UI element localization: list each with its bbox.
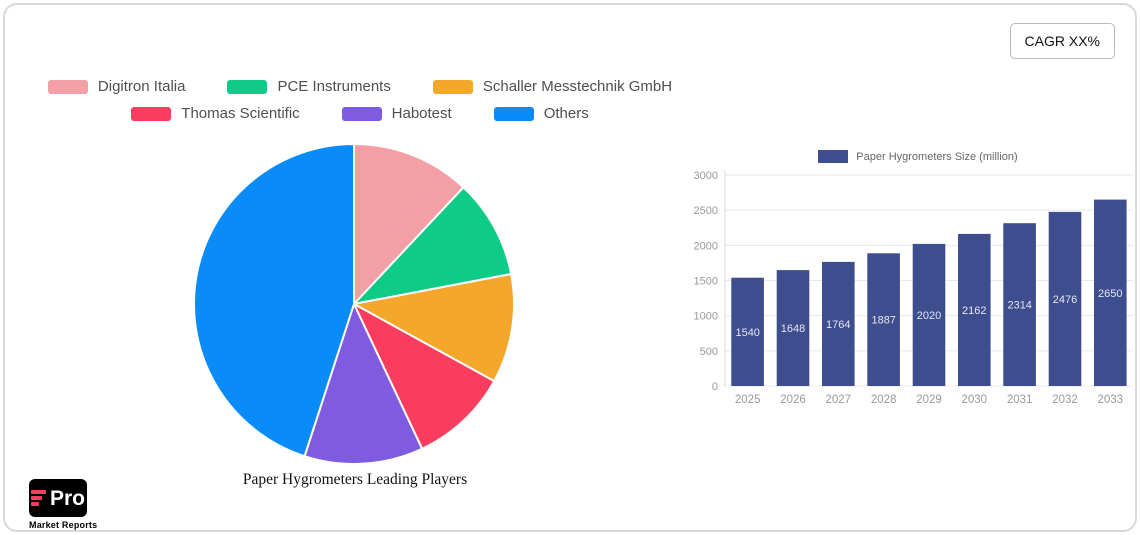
- logo-text: Pro: [49, 486, 85, 510]
- bar-2031: [1003, 223, 1036, 386]
- bar-value-label: 2020: [917, 310, 941, 322]
- pie-chart: [193, 143, 516, 465]
- legend-swatch: [432, 79, 473, 94]
- bar-value-label: 2476: [1053, 294, 1077, 306]
- y-tick-label: 500: [700, 346, 718, 358]
- pro-market-reports-logo: Pro Market Reports: [29, 479, 97, 530]
- logo-stripes-icon: [30, 490, 46, 506]
- legend-item-digitron-italia: Digitron Italia: [47, 78, 186, 95]
- x-tick-label: 2033: [1098, 394, 1124, 406]
- y-tick-label: 2000: [694, 240, 718, 252]
- x-tick-label: 2030: [962, 394, 988, 406]
- bar-2026: [776, 270, 810, 386]
- bar-value-label: 2314: [1007, 300, 1031, 312]
- x-tick-label: 2025: [735, 394, 761, 406]
- bar-value-label: 1540: [735, 327, 759, 339]
- bar-2030: [958, 233, 991, 386]
- y-tick-label: 1500: [694, 276, 718, 288]
- x-tick-label: 2031: [1007, 394, 1033, 406]
- logo-box: Pro: [29, 479, 87, 517]
- bar-legend-swatch: [818, 150, 849, 163]
- bar-chart-wrap: 0 500 1000 1500 2000 2500 3000 1540 2025 1648 2026…: [691, 165, 1135, 413]
- pie-chart-title: Paper Hygrometers Leading Players: [242, 471, 468, 488]
- legend-item-schaller-messtechnik-gmbh: Schaller Messtechnik GmbH: [432, 78, 673, 95]
- cagr-badge: CAGR XX%: [1009, 23, 1115, 59]
- bar-2025: [731, 277, 764, 386]
- bar-chart-legend: Paper Hygrometers Size (million): [693, 150, 1135, 163]
- legend-swatch: [227, 79, 268, 94]
- y-tick-label: 1000: [694, 311, 718, 323]
- bar-2029: [912, 243, 946, 386]
- report-card: CAGR XX% Digitron Italia PCE Instruments S…: [3, 3, 1137, 532]
- y-tick-label: 3000: [694, 170, 718, 182]
- pie-slice-pce-instruments: [353, 186, 513, 305]
- legend-label: Habotest: [391, 105, 452, 122]
- legend-item-others: Others: [493, 105, 589, 122]
- pie-slice-digitron-italia: [353, 143, 465, 305]
- bar-2033: [1094, 199, 1127, 386]
- bar-value-label: 1764: [826, 319, 850, 331]
- bar-2032: [1048, 211, 1082, 386]
- legend-label: Schaller Messtechnik GmbH: [482, 78, 673, 95]
- pie-legend-row: Digitron Italia PCE Instruments Schaller M…: [15, 78, 705, 95]
- bar-2028: [867, 253, 900, 386]
- bar-value-label: 2162: [962, 305, 986, 317]
- x-tick-label: 2026: [780, 394, 806, 406]
- legend-swatch: [131, 106, 172, 121]
- y-tick-label: 0: [712, 381, 718, 393]
- pie-slice-habotest: [303, 303, 424, 465]
- bar-legend-label: Paper Hygrometers Size (million): [856, 150, 1018, 163]
- pie-legend: Digitron Italia PCE Instruments Schaller M…: [15, 78, 705, 132]
- bar-value-label: 1887: [871, 315, 895, 327]
- bar-value-label: 2650: [1098, 288, 1122, 300]
- bar-2027: [822, 261, 855, 386]
- logo-subtitle: Market Reports: [29, 520, 98, 530]
- pie-chart-wrap: [188, 138, 520, 470]
- pie-slice-others: [193, 143, 355, 458]
- legend-label: PCE Instruments: [277, 78, 391, 95]
- legend-label: Thomas Scientific: [181, 105, 300, 122]
- legend-swatch: [493, 106, 534, 121]
- bar-value-label: 1648: [781, 323, 805, 335]
- pie-legend-row: Thomas Scientific Habotest Others: [15, 105, 705, 122]
- bar-chart: 0 500 1000 1500 2000 2500 3000 1540 2025 1648 2026…: [694, 170, 1133, 406]
- legend-item-habotest: Habotest: [341, 105, 452, 122]
- x-tick-label: 2029: [916, 394, 942, 406]
- legend-item-pce-instruments: PCE Instruments: [227, 78, 391, 95]
- x-tick-label: 2032: [1052, 394, 1078, 406]
- y-tick-label: 2500: [694, 205, 718, 217]
- legend-swatch: [341, 106, 382, 121]
- pie-slice-schaller-messtechnik-gmbh: [353, 273, 516, 383]
- legend-label: Others: [543, 105, 589, 122]
- legend-label: Digitron Italia: [97, 78, 186, 95]
- pie-slice-thomas-scientific: [353, 303, 496, 450]
- legend-swatch: [47, 79, 88, 94]
- legend-item-thomas-scientific: Thomas Scientific: [131, 105, 300, 122]
- x-tick-label: 2028: [871, 394, 897, 406]
- x-tick-label: 2027: [826, 394, 852, 406]
